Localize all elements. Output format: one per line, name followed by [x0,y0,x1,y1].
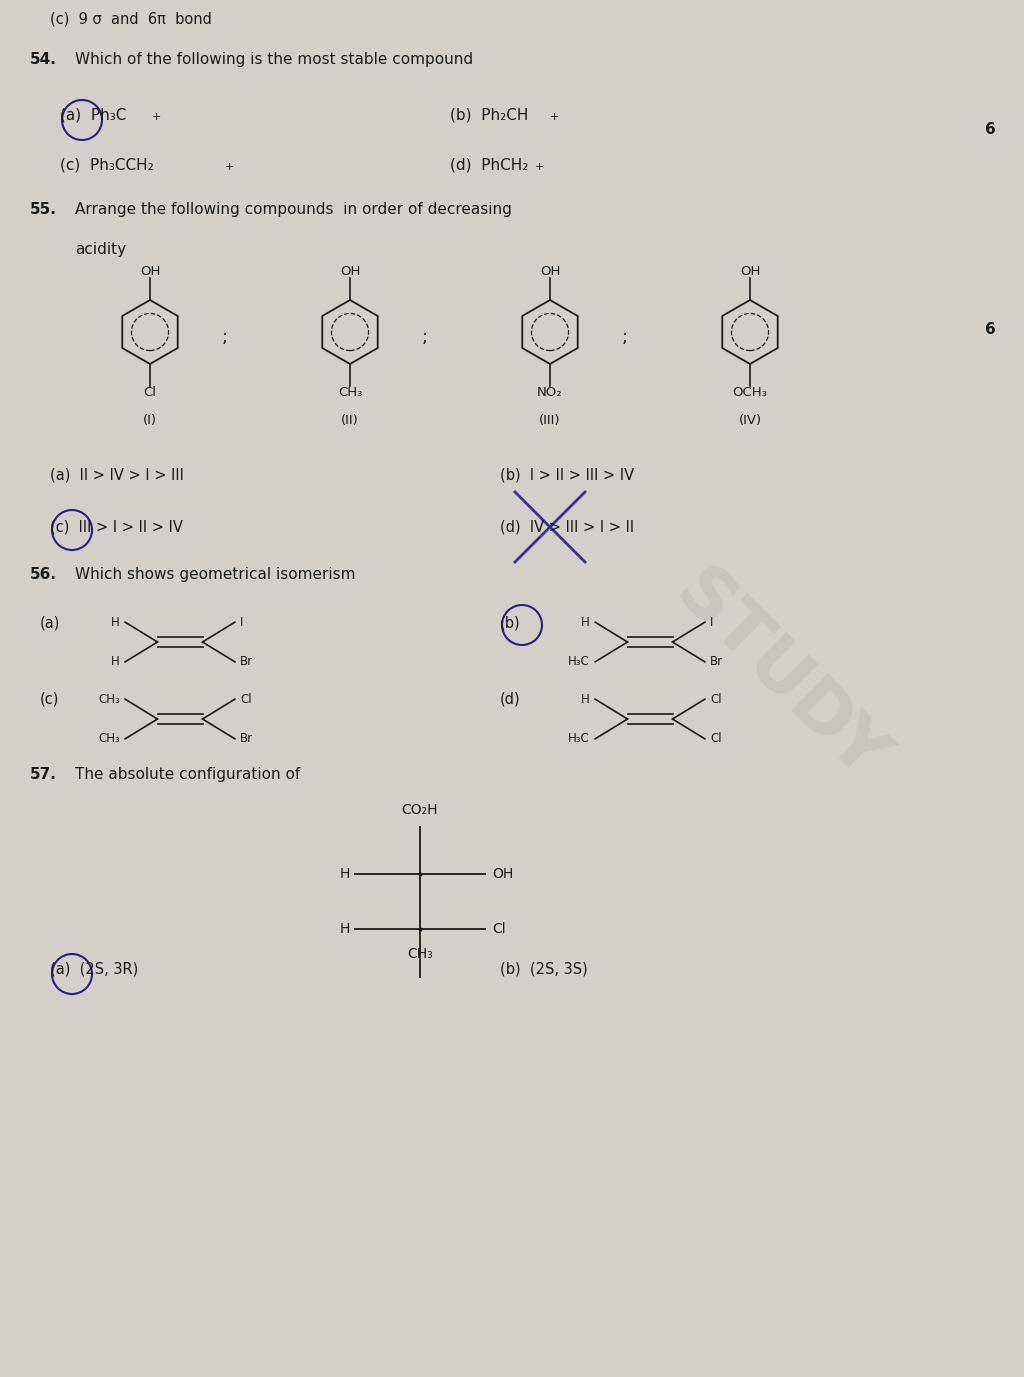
Text: +: + [550,112,559,123]
Text: (a)  Ph₃C: (a) Ph₃C [60,107,126,123]
Text: STUDY: STUDY [662,558,899,796]
Text: CH₃: CH₃ [338,386,362,399]
Text: 6: 6 [985,322,995,337]
Text: CH₃: CH₃ [98,693,120,705]
Text: +: + [535,162,545,172]
Text: CO₂H: CO₂H [401,803,438,817]
Text: H₃C: H₃C [568,655,590,668]
Text: 56.: 56. [30,567,57,582]
Text: (II): (II) [341,414,358,427]
Text: I: I [710,616,714,629]
Text: ;: ; [622,328,628,346]
Text: (c)  9 σ  and  6π  bond: (c) 9 σ and 6π bond [50,12,212,28]
Text: acidity: acidity [75,242,126,257]
Text: (b): (b) [500,616,520,631]
Text: H: H [340,923,350,936]
Text: I: I [240,616,244,629]
Text: +: + [225,162,234,172]
Text: +: + [152,112,162,123]
Text: OH: OH [492,868,513,881]
Text: H: H [582,616,590,629]
Text: (d): (d) [500,693,520,706]
Text: (I): (I) [143,414,157,427]
Text: Br: Br [710,655,723,668]
Text: Br: Br [240,733,253,745]
Text: Which shows geometrical isomerism: Which shows geometrical isomerism [75,567,355,582]
Text: OH: OH [540,264,560,278]
Text: Cl: Cl [143,386,157,399]
Text: (a): (a) [40,616,60,631]
Text: OH: OH [739,264,760,278]
Text: 6: 6 [985,123,995,136]
Text: Arrange the following compounds  in order of decreasing: Arrange the following compounds in order… [75,202,512,218]
Text: OCH₃: OCH₃ [732,386,767,399]
Text: CH₃: CH₃ [98,733,120,745]
Text: H: H [582,693,590,705]
Text: (b)  (2S, 3S): (b) (2S, 3S) [500,963,588,978]
Text: 55.: 55. [30,202,57,218]
Text: ;: ; [222,328,228,346]
Text: (b)  Ph₂CH: (b) Ph₂CH [450,107,528,123]
Text: (c)  Ph₃CCH₂: (c) Ph₃CCH₂ [60,157,154,172]
Text: 54.: 54. [30,52,57,67]
Text: Which of the following is the most stable compound: Which of the following is the most stabl… [75,52,473,67]
Text: Cl: Cl [710,733,722,745]
Text: Cl: Cl [240,693,252,705]
Text: (a)  II > IV > I > III: (a) II > IV > I > III [50,467,184,482]
Text: H₃C: H₃C [568,733,590,745]
Text: Cl: Cl [710,693,722,705]
Text: Cl: Cl [492,923,506,936]
Text: (a)  (2S, 3R): (a) (2S, 3R) [50,963,138,978]
Text: (c): (c) [40,693,59,706]
Text: 57.: 57. [30,767,57,782]
Text: (c)  III > I > II > IV: (c) III > I > II > IV [50,519,183,534]
Text: CH₃: CH₃ [408,947,433,961]
Text: (IV): (IV) [738,414,762,427]
Text: (b)  I > II > III > IV: (b) I > II > III > IV [500,467,634,482]
Text: ;: ; [422,328,428,346]
Text: H: H [340,868,350,881]
Text: The absolute configuration of: The absolute configuration of [75,767,300,782]
Text: H: H [112,616,120,629]
Text: OH: OH [140,264,160,278]
Text: OH: OH [340,264,360,278]
Text: H: H [112,655,120,668]
Text: (d)  PhCH₂: (d) PhCH₂ [450,157,528,172]
Text: (III): (III) [540,414,561,427]
Text: Br: Br [240,655,253,668]
Text: (d)  IV > III > I > II: (d) IV > III > I > II [500,519,634,534]
Text: NO₂: NO₂ [538,386,563,399]
